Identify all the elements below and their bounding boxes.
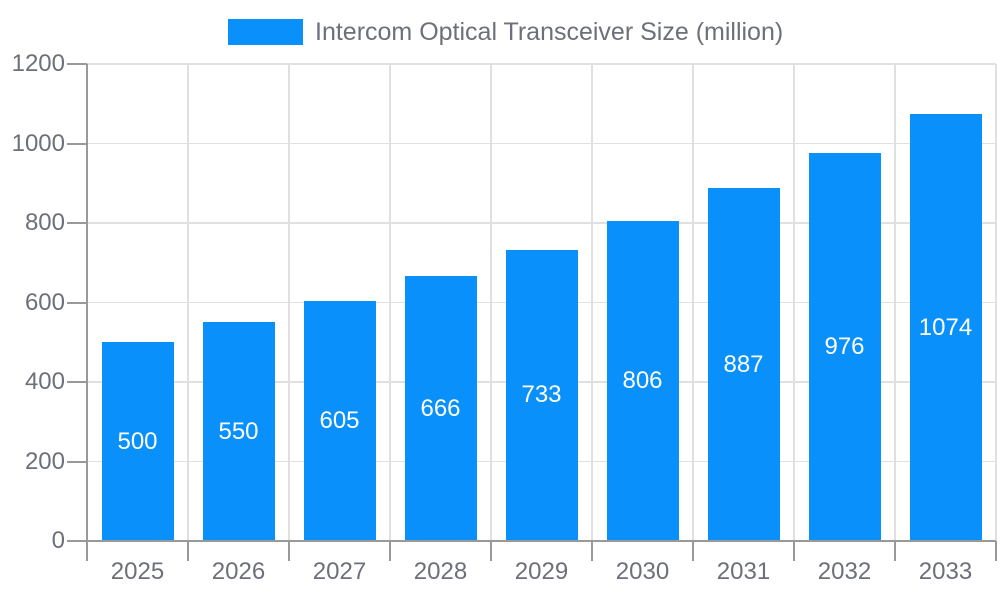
gridline-vertical [187,64,189,541]
bar-2031[interactable]: 887 [707,188,780,541]
x-axis-tick-label: 2029 [514,558,569,585]
bar-value-label: 806 [622,366,663,394]
bar-2029[interactable]: 733 [505,249,578,541]
gridline-vertical [591,64,593,541]
x-axis-tick-label: 2026 [211,558,266,585]
gridline-vertical [692,64,694,541]
bar-value-label: 887 [723,350,764,378]
y-axis-tick-label: 800 [24,209,65,236]
legend-swatch [228,19,303,45]
bar-value-label: 550 [218,417,259,445]
y-axis-tick-label: 0 [51,527,65,554]
y-axis-tick-label: 1200 [11,50,65,77]
bar-2028[interactable]: 666 [404,276,477,541]
bar-value-label: 605 [319,406,360,434]
x-axis-tick-label: 2025 [110,558,165,585]
y-axis-tick-label: 600 [24,288,65,316]
gridline-vertical [389,64,391,541]
gridline-vertical [288,64,290,541]
bar-2030[interactable]: 806 [606,220,679,541]
bar-2032[interactable]: 976 [808,153,881,541]
y-axis-line [86,64,88,541]
y-axis-tick [67,142,87,145]
bar-2027[interactable]: 605 [303,300,376,541]
y-axis-tick-label: 1000 [11,129,65,157]
gridline-vertical [894,64,896,541]
y-axis-tick-label: 200 [24,447,65,475]
bar-2033[interactable]: 1074 [909,114,982,541]
gridline-horizontal [87,142,996,145]
y-axis-tick [67,381,87,383]
bar-2026[interactable]: 550 [202,322,275,541]
x-axis-tick-label: 2028 [413,558,468,585]
bar-value-label: 733 [521,381,562,409]
y-axis-tick [67,540,87,542]
x-axis-tick-label: 2031 [716,558,771,585]
bar-value-label: 666 [420,394,461,422]
y-axis-tick-label: 400 [24,368,65,395]
bar-value-label: 500 [117,427,158,455]
gridline-vertical [793,64,795,541]
x-axis-tick-label: 2032 [817,558,872,585]
bar-value-label: 976 [824,333,865,361]
y-axis-tick [67,460,87,463]
bar-value-label: 1074 [918,313,973,341]
legend-label: Intercom Optical Transceiver Size (milli… [315,18,784,46]
y-axis-tick [67,63,87,65]
gridline-vertical [490,64,492,541]
y-axis-tick [67,222,87,224]
y-axis-tick [67,301,87,304]
plot-area: 500 550 605 666 733 806 887 976 1074 0 200 400 600 80… [12,50,997,585]
x-axis-tick-label: 2033 [918,558,973,585]
gridline-horizontal [87,63,996,65]
legend-item[interactable]: Intercom Optical Transceiver Size (milli… [228,19,783,45]
gridline-vertical [995,64,997,541]
bar-2025[interactable]: 500 [101,342,174,541]
x-axis-tick-label: 2027 [312,558,367,585]
x-axis-tick-label: 2030 [615,558,670,585]
